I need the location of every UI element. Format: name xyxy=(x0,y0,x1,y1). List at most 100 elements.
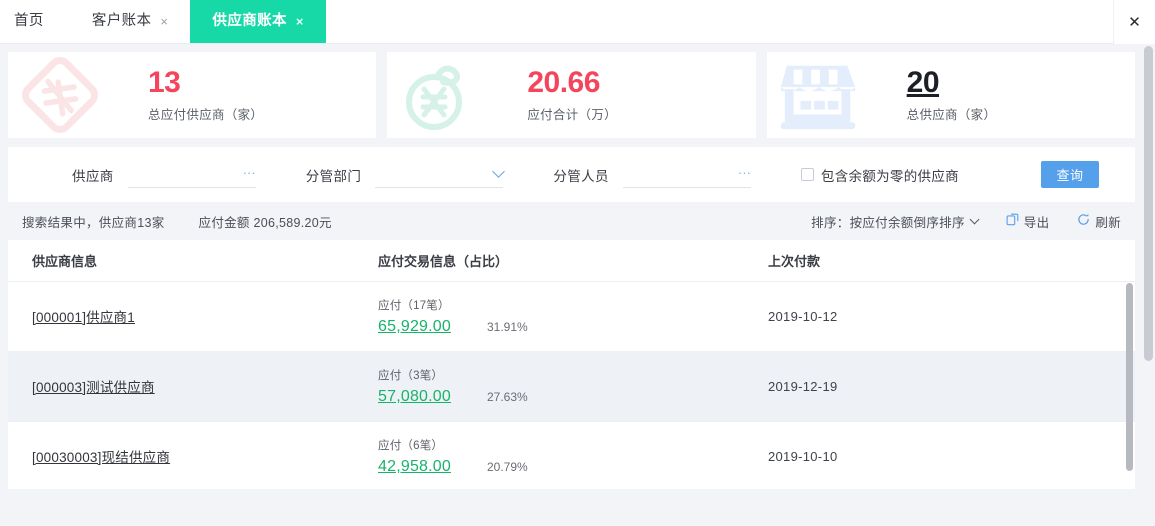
stat-card-total-payable-suppliers: 13 总应付供应商（家） xyxy=(8,52,377,138)
tab-home[interactable]: 首页 xyxy=(0,0,70,43)
supplier-link[interactable]: [00030003]现结供应商 xyxy=(32,450,171,465)
stat-card-total-payable-amount: 20.66 应付合计（万） xyxy=(387,52,756,138)
table-scrollbar-thumb[interactable] xyxy=(1126,283,1133,471)
ellipsis-icon[interactable]: ··· xyxy=(242,165,256,180)
page-scrollbar-thumb[interactable] xyxy=(1144,46,1153,361)
query-button[interactable]: 查询 xyxy=(1041,161,1099,188)
stat-card-text: 13 总应付供应商（家） xyxy=(148,67,263,123)
tab-supplier-ledger-label: 供应商账本 xyxy=(212,13,287,30)
stat-card-label: 总供应商（家） xyxy=(906,107,997,122)
chevron-down-icon[interactable] xyxy=(492,165,506,178)
transaction-amount-row: 57,080.00 27.63% xyxy=(378,388,768,406)
row-transaction-cell: 应付（3笔） 57,080.00 27.63% xyxy=(378,367,768,406)
refresh-icon xyxy=(1077,213,1095,229)
window-close-button[interactable]: ✕ xyxy=(1113,0,1155,44)
row-last-payment-cell: 2019-10-12 xyxy=(768,308,1135,326)
row-supplier-cell: [000001]供应商1 xyxy=(8,306,378,327)
stat-card-label: 应付合计（万） xyxy=(527,107,617,122)
row-supplier-cell: [000003]测试供应商 xyxy=(8,376,378,397)
stat-card-value[interactable]: 20 xyxy=(906,66,940,100)
sort-dropdown[interactable]: 排序：按应付余额倒序排序 xyxy=(811,212,980,231)
filter-label-manager: 分管人员 xyxy=(553,168,609,184)
include-zero-balance-label[interactable]: 包含余额为零的供应商 xyxy=(820,168,959,184)
transaction-amount-row: 42,958.00 20.79% xyxy=(378,458,768,476)
diamond-seal-icon xyxy=(18,57,102,133)
money-bag-icon xyxy=(397,57,481,133)
filter-panel: 供应商 ··· 分管部门 分管人员 ··· xyxy=(8,147,1135,202)
supplier-link[interactable]: [000003]测试供应商 xyxy=(32,380,155,395)
table-row[interactable]: [00030003]现结供应商 应付（6笔） 42,958.00 20.79% … xyxy=(8,422,1135,489)
store-icon xyxy=(777,57,861,133)
stat-card-value: 13 xyxy=(148,66,181,100)
table-header-last-payment: 上次付款 xyxy=(768,254,821,269)
content-area: 13 总应付供应商（家） xyxy=(0,44,1143,526)
supplier-link[interactable]: [000001]供应商1 xyxy=(32,310,135,325)
table-row[interactable]: [000001]供应商1 应付（17笔） 65,929.00 31.91% 20… xyxy=(8,282,1135,352)
manager-input[interactable]: ··· xyxy=(622,162,751,188)
result-summary-bar: 搜索结果中，供应商13家 应付金额 206,589.20元 排序：按应付余额倒序… xyxy=(8,202,1135,240)
export-icon xyxy=(1006,213,1024,229)
last-payment-date: 2019-10-10 xyxy=(768,448,838,464)
payable-amount-link[interactable]: 42,958.00 xyxy=(378,458,451,475)
summary-result-count: 搜索结果中，供应商13家 xyxy=(22,215,165,230)
stat-card-text: 20.66 应付合计（万） xyxy=(527,67,617,123)
tab-bar: 首页 客户账本 × 供应商账本 × ✕ xyxy=(0,0,1155,44)
stat-card-value: 20.66 xyxy=(527,66,600,100)
chevron-down-icon xyxy=(969,214,980,224)
summary-left: 搜索结果中，供应商13家 应付金额 206,589.20元 xyxy=(22,212,332,231)
close-icon: ✕ xyxy=(1128,13,1141,31)
include-zero-balance-checkbox-wrap[interactable]: 包含余额为零的供应商 xyxy=(800,165,959,185)
stat-card-total-suppliers: 20 总供应商（家） xyxy=(766,52,1135,138)
page-scrollbar[interactable] xyxy=(1144,45,1153,524)
payable-percent: 31.91% xyxy=(486,320,528,334)
tab-home-label: 首页 xyxy=(14,13,44,30)
refresh-button[interactable]: 刷新 xyxy=(1077,212,1121,231)
transaction-count-label: 应付（6笔） xyxy=(378,440,444,452)
transaction-count-label: 应付（17笔） xyxy=(378,300,450,312)
ellipsis-icon[interactable]: ··· xyxy=(737,165,751,180)
filter-field-supplier: 供应商 ··· xyxy=(72,162,256,188)
row-transaction-cell: 应付（6笔） 42,958.00 20.79% xyxy=(378,437,768,476)
table-header-row: 供应商信息 应付交易信息（占比） 上次付款 xyxy=(8,240,1135,282)
filter-label-department: 分管部门 xyxy=(305,168,362,184)
table-scrollbar[interactable] xyxy=(1126,283,1133,488)
summary-total-amount: 应付金额 206,589.20元 xyxy=(198,215,332,230)
transaction-amount-row: 65,929.00 31.91% xyxy=(378,318,768,336)
payable-amount-link[interactable]: 57,080.00 xyxy=(378,388,451,405)
stat-cards: 13 总应付供应商（家） xyxy=(0,44,1143,138)
filter-field-department: 分管部门 xyxy=(305,162,506,188)
row-supplier-cell: [00030003]现结供应商 xyxy=(8,446,378,467)
tab-supplier-ledger[interactable]: 供应商账本 × xyxy=(190,0,326,43)
filter-label-supplier: 供应商 xyxy=(72,168,114,184)
tab-customer-ledger[interactable]: 客户账本 × xyxy=(70,0,191,43)
export-label: 导出 xyxy=(1023,215,1050,230)
tab-customer-ledger-label: 客户账本 xyxy=(91,13,152,30)
close-icon[interactable]: × xyxy=(295,14,304,29)
row-last-payment-cell: 2019-12-19 xyxy=(768,378,1135,396)
filter-field-manager: 分管人员 ··· xyxy=(553,162,751,188)
stat-card-text: 20 总供应商（家） xyxy=(907,67,997,123)
stat-card-label: 总应付供应商（家） xyxy=(148,107,264,122)
payable-amount-link[interactable]: 65,929.00 xyxy=(378,318,451,335)
close-icon[interactable]: × xyxy=(160,14,169,29)
export-button[interactable]: 导出 xyxy=(1006,212,1050,231)
summary-right: 排序：按应付余额倒序排序 导出 xyxy=(811,212,1121,231)
table-header-supplier: 供应商信息 xyxy=(32,254,98,269)
supplier-input[interactable]: ··· xyxy=(127,162,256,188)
payable-percent: 27.63% xyxy=(486,390,528,404)
transaction-count-label: 应付（3笔） xyxy=(378,370,444,382)
row-transaction-cell: 应付（17笔） 65,929.00 31.91% xyxy=(378,297,768,336)
payable-percent: 20.79% xyxy=(486,460,528,474)
department-select[interactable] xyxy=(375,162,506,188)
filter-bar: 供应商 ··· 分管部门 分管人员 ··· xyxy=(8,147,1135,202)
sort-label: 排序：按应付余额倒序排序 xyxy=(811,215,965,230)
last-payment-date: 2019-12-19 xyxy=(768,378,838,394)
table-header-transactions: 应付交易信息（占比） xyxy=(378,254,509,269)
include-zero-balance-checkbox[interactable] xyxy=(800,168,814,181)
supplier-table: 供应商信息 应付交易信息（占比） 上次付款 [000001]供应商1 应付（17… xyxy=(8,240,1135,489)
table-row[interactable]: [000003]测试供应商 应付（3笔） 57,080.00 27.63% 20… xyxy=(8,352,1135,422)
last-payment-date: 2019-10-12 xyxy=(768,308,838,324)
row-last-payment-cell: 2019-10-10 xyxy=(768,448,1135,466)
refresh-label: 刷新 xyxy=(1095,215,1121,230)
